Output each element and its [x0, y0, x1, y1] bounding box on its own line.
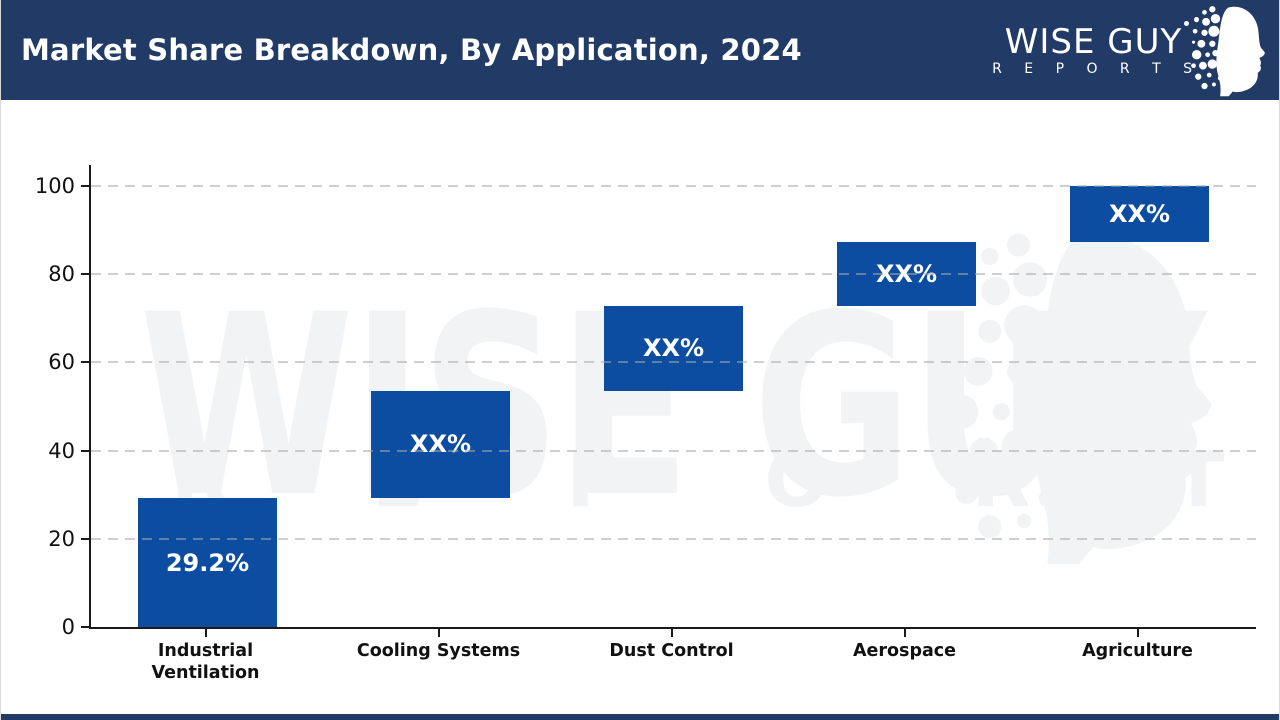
x-axis-category-label: Dust Control	[609, 641, 734, 661]
x-axis-tick-5	[1136, 629, 1139, 637]
gridline-20	[91, 537, 1256, 540]
gridline-60	[91, 361, 1256, 364]
gridline-80	[91, 273, 1256, 276]
y-axis-label-0: 0	[61, 615, 75, 639]
bar-dust-control: XX%	[604, 305, 743, 391]
y-axis-label-20: 20	[48, 526, 75, 551]
y-axis-label-40: 40	[48, 438, 75, 463]
bar-industrial-ventilation: 29.2%	[138, 498, 277, 627]
bar-value-label: XX%	[642, 334, 705, 363]
x-axis-tick-3	[670, 629, 673, 637]
x-axis-tick-1	[204, 629, 207, 637]
y-axis-tick-0	[81, 626, 89, 628]
y-axis-tick-80	[81, 273, 89, 276]
y-axis-label-60: 60	[48, 350, 75, 375]
brand-logo-text: WISE GUY R E P O R T S	[986, 16, 1201, 77]
plot-area: 29.2% XX% XX% XX% XX%	[89, 165, 1256, 629]
y-axis-tick-60	[81, 361, 89, 364]
bar-agriculture: XX%	[1070, 186, 1209, 243]
footer-bar	[1, 714, 1279, 720]
gridline-40	[91, 449, 1256, 452]
x-axis-tick-2	[437, 629, 440, 637]
x-axis-category-label: Cooling Systems	[356, 641, 521, 661]
gridline-100	[91, 185, 1256, 187]
brand-subtitle: R E P O R T S	[992, 60, 1201, 77]
x-axis-category-label: Agriculture	[1082, 641, 1193, 661]
bar-value-label: XX%	[409, 430, 472, 459]
bar-cooling-systems: XX%	[371, 390, 510, 499]
y-axis-label-100: 100	[34, 174, 75, 198]
y-axis-tick-40	[81, 449, 89, 452]
brand-name: WISE GUY	[1004, 21, 1183, 62]
header-bar: Market Share Breakdown, By Application, …	[1, 0, 1279, 100]
brand-logo: WISE GUY R E P O R T S	[986, 0, 1269, 100]
x-axis-tick-4	[903, 629, 906, 637]
page-title: Market Share Breakdown, By Application, …	[21, 33, 802, 67]
y-axis-label-80: 80	[48, 262, 75, 287]
bar-value-label: 29.2%	[165, 548, 250, 577]
y-axis-tick-100	[81, 185, 89, 187]
logo-accent-dots	[1194, 16, 1199, 22]
bar-value-label: XX%	[1108, 200, 1171, 229]
x-axis-category-label: Industrial Ventilation	[151, 641, 260, 683]
x-axis-category-label: Aerospace	[852, 641, 957, 661]
y-axis-tick-20	[81, 537, 89, 540]
